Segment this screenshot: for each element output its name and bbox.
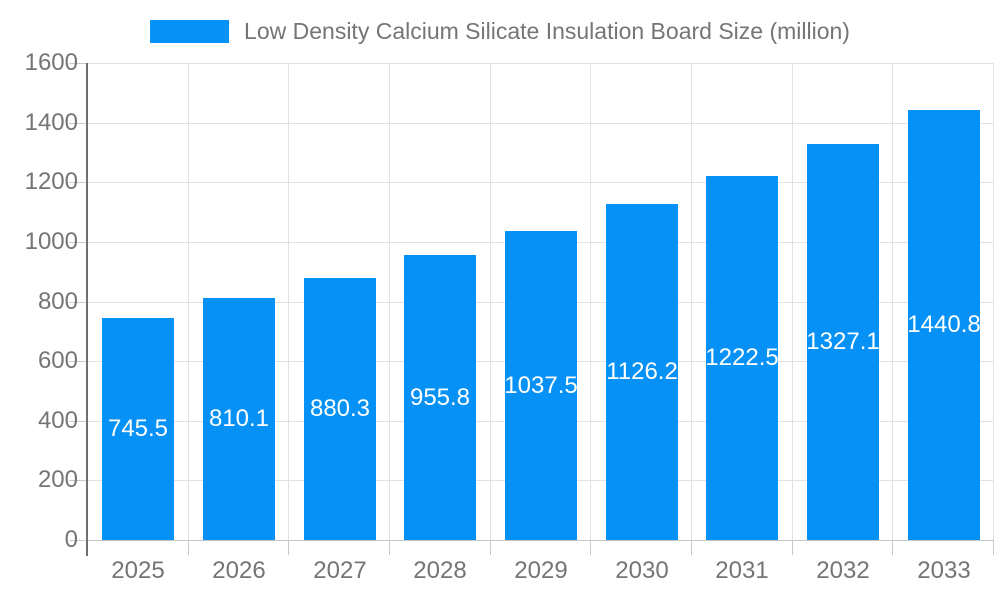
bar-2027[interactable]: 880.3 (304, 278, 376, 540)
bar-2032[interactable]: 1327.1 (806, 144, 880, 540)
x-tick-1 (188, 540, 189, 555)
bar-value-label-2027: 880.3 (309, 395, 371, 422)
x-axis-label-2027: 2027 (313, 557, 367, 584)
bar-2026[interactable]: 810.1 (203, 298, 275, 540)
x-axis-label-2025: 2025 (111, 557, 165, 584)
y-axis-label-1400: 1400 (24, 109, 78, 136)
y-axis-label-1600: 1600 (24, 49, 78, 76)
x-axis-label-2028: 2028 (413, 557, 467, 584)
plot-area: 745.5 810.1 880.3 955.8 1037.5 1126.2 1222.5 13… (69, 63, 994, 556)
x-tick-7 (792, 540, 793, 555)
x-gridline-5 (590, 63, 591, 540)
x-gridline-8 (892, 63, 893, 540)
y-tick-1600 (69, 63, 86, 64)
bar-2030[interactable]: 1126.2 (606, 204, 678, 540)
legend-swatch-icon (150, 20, 230, 43)
bar-value-label-2026: 810.1 (208, 405, 270, 432)
x-axis-label-2033: 2033 (917, 557, 971, 584)
x-axis-label-2030: 2030 (615, 557, 669, 584)
y-axis-label-1000: 1000 (24, 228, 78, 255)
y-axis-label-600: 600 (37, 347, 78, 374)
bar-2028[interactable]: 955.8 (404, 255, 476, 540)
y-tick-600 (69, 361, 86, 362)
y-axis-label-1200: 1200 (24, 168, 78, 195)
y-tick-0 (69, 540, 86, 541)
y-gridline-1400 (88, 123, 994, 124)
y-gridline-0 (88, 540, 994, 541)
bar-value-label-2033: 1440.8 (907, 311, 981, 338)
bar-value-label-2031: 1222.5 (705, 344, 779, 371)
y-tick-200 (69, 480, 86, 481)
y-tick-1000 (69, 242, 86, 243)
x-tick-6 (691, 540, 692, 555)
x-gridline-9 (993, 63, 994, 540)
bar-2025[interactable]: 745.5 (102, 318, 174, 540)
y-gridline-1200 (88, 182, 994, 183)
x-axis-label-2029: 2029 (514, 557, 568, 584)
x-tick-9 (993, 540, 994, 555)
bar-value-label-2029: 1037.5 (504, 371, 578, 399)
legend-item[interactable]: Low Density Calcium Silicate Insulation … (150, 18, 850, 45)
bar-2029[interactable]: 1037.5 (504, 231, 578, 540)
x-gridline-3 (389, 63, 390, 540)
x-tick-2 (288, 540, 289, 555)
x-axis-label-2026: 2026 (212, 557, 266, 584)
bar-2033[interactable]: 1440.8 (907, 110, 981, 540)
y-tick-1200 (69, 182, 86, 183)
x-gridline-7 (792, 63, 793, 540)
y-tick-800 (69, 302, 86, 303)
x-tick-3 (389, 540, 390, 555)
bar-2031[interactable]: 1222.5 (705, 176, 779, 540)
bar-value-label-2032: 1327.1 (806, 328, 880, 355)
x-axis-label-2032: 2032 (816, 557, 870, 584)
x-gridline-4 (490, 63, 491, 540)
bar-value-label-2028: 955.8 (409, 383, 471, 411)
x-tick-8 (892, 540, 893, 555)
y-gridline-1600 (88, 63, 994, 64)
y-axis-line (86, 63, 88, 556)
legend-label: Low Density Calcium Silicate Insulation … (244, 18, 850, 44)
y-tick-1400 (69, 123, 86, 124)
bar-value-label-2025: 745.5 (107, 415, 169, 442)
y-axis-label-400: 400 (37, 407, 78, 434)
x-tick-5 (590, 540, 591, 555)
y-tick-400 (69, 421, 86, 422)
x-gridline-2 (288, 63, 289, 540)
x-axis-label-2031: 2031 (715, 557, 769, 584)
y-axis-label-200: 200 (37, 466, 78, 493)
bar-value-label-2030: 1126.2 (606, 358, 678, 385)
x-tick-4 (490, 540, 491, 555)
x-gridline-1 (188, 63, 189, 540)
x-gridline-6 (691, 63, 692, 540)
y-axis-label-800: 800 (37, 288, 78, 315)
y-axis-label-0: 0 (64, 526, 78, 553)
